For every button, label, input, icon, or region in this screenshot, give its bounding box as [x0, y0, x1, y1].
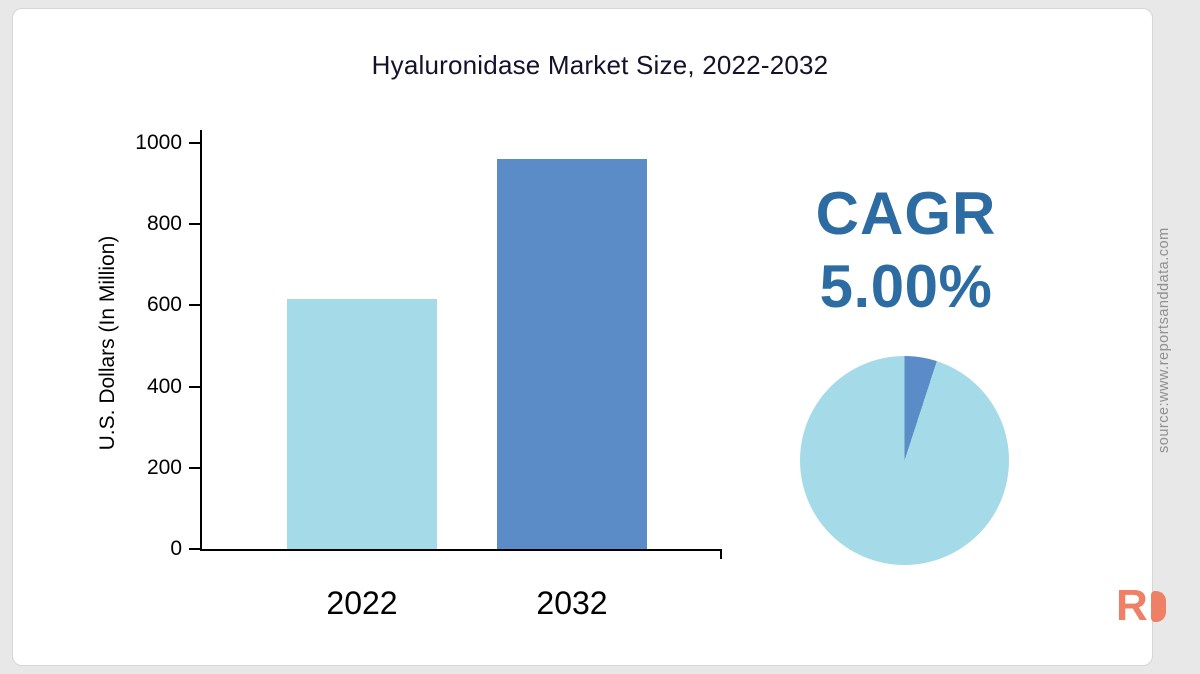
y-axis-tick — [189, 223, 200, 226]
y-axis-tick — [189, 548, 200, 550]
y-axis-tick — [189, 385, 200, 388]
logo-d-shape — [1150, 590, 1166, 622]
y-axis-label: U.S. Dollars (In Million) — [96, 235, 119, 451]
bar-2032 — [497, 159, 647, 549]
cagr-label: CAGR — [815, 180, 997, 247]
y-axis-tick — [189, 142, 200, 144]
x-axis-category-label: 2032 — [536, 585, 608, 621]
y-axis-tick-label: 200 — [146, 455, 182, 479]
x-axis-category-label: 2022 — [326, 585, 398, 621]
source-attribution: source:www.reportsanddata.com — [1156, 227, 1172, 453]
y-axis-tick-label: 0 — [170, 537, 182, 560]
chart-title: Hyaluronidase Market Size, 2022-2032 — [371, 50, 829, 80]
y-axis-tick — [189, 466, 200, 469]
y-axis-tick-label: 400 — [146, 374, 182, 398]
y-axis-tick-label: 1000 — [135, 131, 182, 154]
bar-2022 — [287, 299, 437, 549]
reportsanddata-logo: R — [1116, 584, 1166, 628]
cagr-panel: CAGR 5.00% — [770, 182, 1042, 318]
cagr-pie-chart — [800, 356, 1009, 565]
x-axis-end-tick — [720, 549, 722, 559]
y-axis-tick — [189, 304, 200, 307]
y-axis-tick-label: 600 — [146, 293, 182, 317]
y-axis-tick-label: 800 — [146, 212, 182, 236]
logo-letter-r: R — [1116, 581, 1148, 630]
bar-chart-plot-area: 0 200 400 600 800 1000 2022 2032 — [135, 130, 722, 621]
cagr-value: 5.00% — [819, 253, 993, 320]
